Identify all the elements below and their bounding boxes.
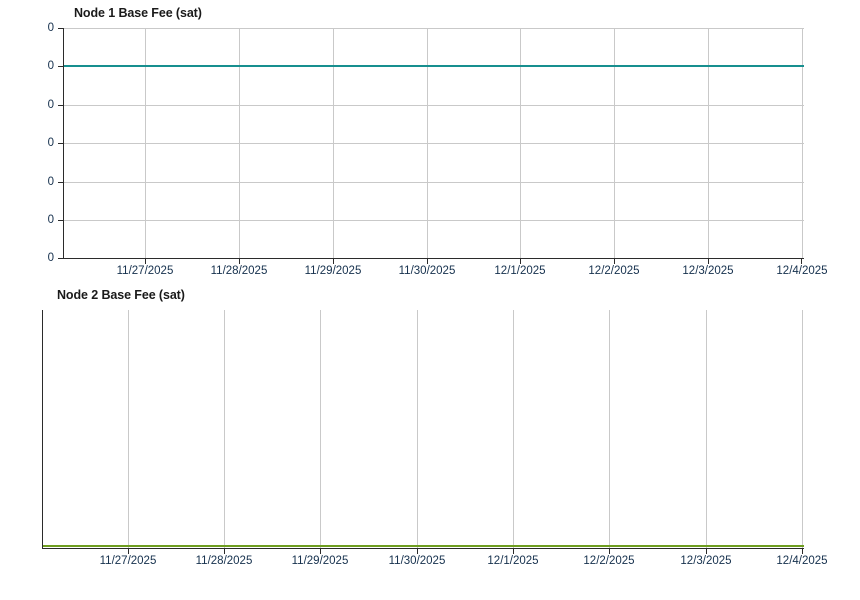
gridline-vertical xyxy=(128,310,129,548)
y-axis-tick-label: 0 xyxy=(47,176,54,188)
gridline-vertical xyxy=(706,310,707,548)
x-axis-line-node-2 xyxy=(42,548,804,549)
chart-panel-node-2: Node 2 Base Fee (sat) 11/27/2025 11/28/2… xyxy=(0,282,860,600)
x-axis-tick-label: 12/1/2025 xyxy=(487,555,539,567)
gridline-vertical xyxy=(802,310,803,548)
x-axis-tick-label: 12/3/2025 xyxy=(680,555,732,567)
x-axis-tick-label: 11/28/2025 xyxy=(210,265,268,277)
x-axis-tick xyxy=(145,259,146,264)
x-axis-line-node-1 xyxy=(63,258,804,259)
x-axis-tick-label: 11/29/2025 xyxy=(291,555,349,567)
y-axis-tick xyxy=(58,105,63,106)
gridline-vertical xyxy=(802,28,803,258)
y-axis-tick xyxy=(58,258,63,259)
x-axis-tick-label: 12/2/2025 xyxy=(588,265,640,277)
x-axis-tick-label: 12/2/2025 xyxy=(583,555,635,567)
x-axis-tick-label: 12/1/2025 xyxy=(494,265,546,277)
x-axis-tick-label: 12/4/2025 xyxy=(776,265,828,277)
y-axis-tick xyxy=(58,28,63,29)
gridline-vertical xyxy=(614,28,615,258)
y-axis-tick-label: 0 xyxy=(47,22,54,34)
gridline-vertical xyxy=(520,28,521,258)
x-axis-tick xyxy=(320,549,321,554)
x-axis-tick xyxy=(614,259,615,264)
y-axis-line-node-1 xyxy=(63,28,64,259)
plot-area-node-2 xyxy=(42,310,804,548)
y-axis-tick xyxy=(58,143,63,144)
y-axis-tick-label: 0 xyxy=(47,137,54,149)
x-axis-tick-label: 11/27/2025 xyxy=(99,555,157,567)
x-axis-tick xyxy=(801,259,802,264)
x-axis-tick-label: 12/3/2025 xyxy=(682,265,734,277)
gridline-vertical xyxy=(145,28,146,258)
x-axis-tick-label: 11/28/2025 xyxy=(195,555,253,567)
y-axis-tick xyxy=(58,220,63,221)
gridline-vertical xyxy=(333,28,334,258)
x-axis-tick xyxy=(224,549,225,554)
chart-panel-node-1: Node 1 Base Fee (sat) 0 0 0 0 0 0 0 11/2… xyxy=(0,0,860,282)
x-axis-tick xyxy=(333,259,334,264)
gridline-vertical xyxy=(320,310,321,548)
x-axis-tick xyxy=(239,259,240,264)
x-axis-tick-label: 11/27/2025 xyxy=(116,265,174,277)
chart-title-node-1: Node 1 Base Fee (sat) xyxy=(74,6,202,20)
y-axis-tick-label: 0 xyxy=(47,99,54,111)
x-axis-tick xyxy=(128,549,129,554)
series-line-node-1-base-fee xyxy=(64,65,804,67)
gridline-horizontal xyxy=(64,105,804,106)
gridline-vertical xyxy=(513,310,514,548)
gridline-vertical xyxy=(417,310,418,548)
y-axis-tick-label: 0 xyxy=(47,214,54,226)
series-line-node-2-base-fee xyxy=(43,545,804,547)
y-axis-tick-label: 0 xyxy=(47,60,54,72)
x-axis-tick xyxy=(520,259,521,264)
y-axis-tick xyxy=(58,182,63,183)
x-axis-tick xyxy=(708,259,709,264)
gridline-vertical xyxy=(224,310,225,548)
x-axis-tick xyxy=(609,549,610,554)
gridline-horizontal xyxy=(64,28,804,29)
chart-title-node-2: Node 2 Base Fee (sat) xyxy=(57,288,185,302)
gridline-vertical xyxy=(239,28,240,258)
x-axis-tick-label: 12/4/2025 xyxy=(776,555,828,567)
x-axis-tick xyxy=(513,549,514,554)
x-axis-tick-label: 11/29/2025 xyxy=(304,265,362,277)
gridline-vertical xyxy=(708,28,709,258)
x-axis-tick-label: 11/30/2025 xyxy=(388,555,446,567)
gridline-vertical xyxy=(427,28,428,258)
gridline-horizontal xyxy=(64,182,804,183)
y-axis-tick xyxy=(58,66,63,67)
y-axis-line-node-2 xyxy=(42,310,43,548)
x-axis-tick xyxy=(427,259,428,264)
x-axis-tick xyxy=(802,549,803,554)
x-axis-tick xyxy=(706,549,707,554)
x-axis-tick xyxy=(417,549,418,554)
x-axis-tick-label: 11/30/2025 xyxy=(398,265,456,277)
y-axis-tick-label: 0 xyxy=(47,252,54,264)
gridline-horizontal xyxy=(64,220,804,221)
gridline-horizontal xyxy=(64,143,804,144)
gridline-vertical xyxy=(609,310,610,548)
